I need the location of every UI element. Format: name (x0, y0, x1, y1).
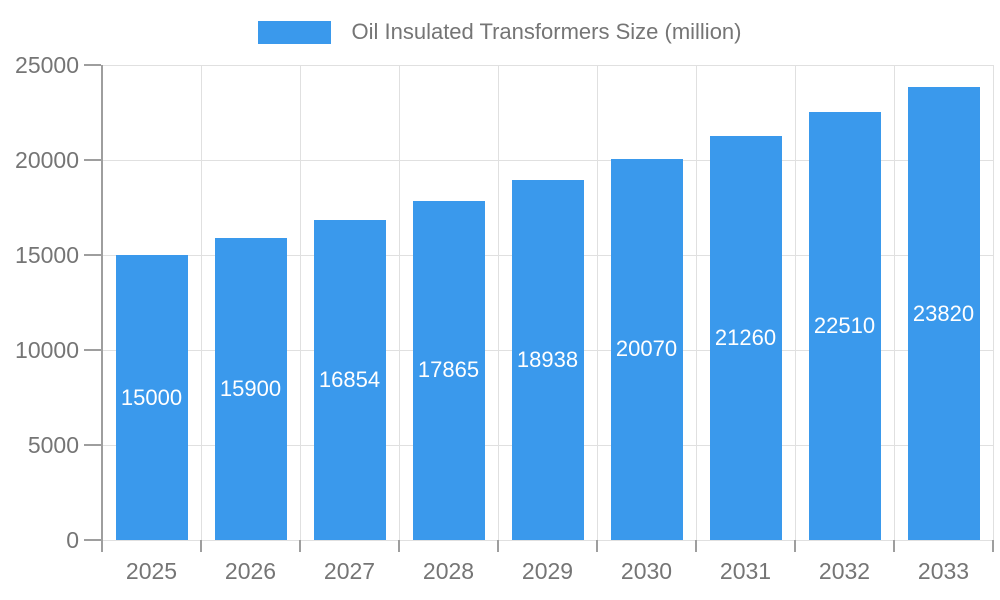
x-tick-label: 2026 (224, 558, 277, 584)
x-tick-label: 2031 (719, 558, 772, 584)
y-tick-label: 25000 (15, 52, 79, 78)
legend-swatch (258, 20, 332, 44)
x-tick-label: 2027 (323, 558, 376, 584)
bar-value-label: 15000 (120, 384, 183, 410)
bar-value-label: 18938 (516, 347, 579, 373)
plot-area: 15000 15900 16854 17865 18938 20070 21260 22510… (102, 64, 994, 541)
legend-label: Oil Insulated Transformers Size (million… (351, 19, 742, 44)
x-tick-label: 2032 (818, 558, 871, 584)
y-axis-tick (84, 254, 101, 256)
x-tick-label: 2028 (422, 558, 475, 584)
y-tick-label: 5000 (27, 432, 79, 458)
bar-value-label: 23820 (912, 300, 975, 326)
x-tick-label: 2029 (521, 558, 574, 584)
y-tick-label: 20000 (15, 147, 79, 173)
y-axis-tick (84, 159, 101, 161)
bar-value-label: 15900 (219, 375, 282, 401)
bar-2032[interactable]: 22510 (808, 112, 881, 540)
bar-value-label: 20070 (615, 336, 678, 362)
x-axis-tick (299, 540, 301, 552)
gridline-v (992, 65, 994, 540)
x-tick-label: 2033 (917, 558, 970, 584)
x-axis-tick (695, 540, 697, 552)
gridline-v (299, 65, 301, 540)
bar-value-label: 21260 (714, 325, 777, 351)
x-axis-tick (794, 540, 796, 552)
y-axis-tick (84, 444, 101, 446)
chart-legend: Oil Insulated Transformers Size (million… (0, 18, 1000, 46)
gridline-v (794, 65, 796, 540)
bar-2033[interactable]: 23820 (907, 87, 980, 540)
bar-2030[interactable]: 20070 (610, 158, 683, 540)
gridline-v (200, 65, 202, 540)
bar-2027[interactable]: 16854 (313, 219, 386, 540)
x-axis-tick (992, 540, 994, 552)
gridline-v (596, 65, 598, 540)
gridline-h (102, 539, 993, 541)
y-tick-label: 10000 (15, 337, 79, 363)
bar-2028[interactable]: 17865 (412, 200, 485, 540)
bar-value-label: 16854 (318, 366, 381, 392)
gridline-h (102, 64, 993, 66)
y-axis-tick (84, 349, 101, 351)
x-axis-tick (200, 540, 202, 552)
gridline-v (398, 65, 400, 540)
x-axis-tick (596, 540, 598, 552)
gridline-v (893, 65, 895, 540)
bar-2031[interactable]: 21260 (709, 136, 782, 540)
bar-value-label: 17865 (417, 357, 480, 383)
gridline-v (497, 65, 499, 540)
y-tick-label: 15000 (15, 242, 79, 268)
gridline-h (102, 159, 993, 161)
y-axis-line (101, 65, 103, 552)
gridline-v (695, 65, 697, 540)
y-axis-tick (84, 64, 101, 66)
y-tick-label: 0 (66, 527, 79, 553)
x-tick-label: 2030 (620, 558, 673, 584)
bar-2026[interactable]: 15900 (214, 237, 287, 540)
x-tick-label: 2025 (125, 558, 178, 584)
x-axis-tick (398, 540, 400, 552)
bar-value-label: 22510 (813, 313, 876, 339)
bar-2029[interactable]: 18938 (511, 180, 584, 540)
y-axis-tick (84, 539, 101, 541)
bar-2025[interactable]: 15000 (115, 255, 188, 540)
x-axis-tick (497, 540, 499, 552)
x-axis-tick (893, 540, 895, 552)
